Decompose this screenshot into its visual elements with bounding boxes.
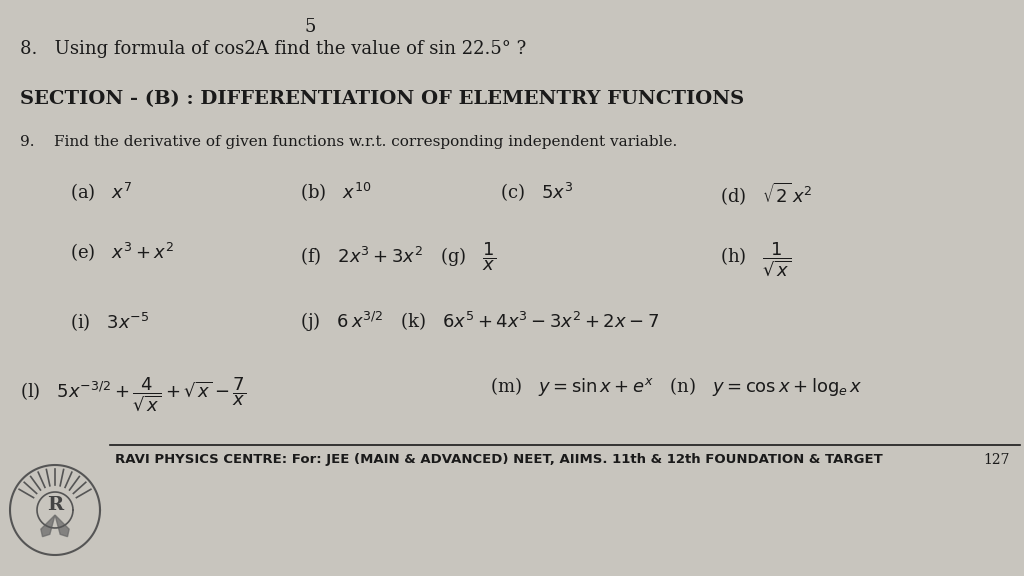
Text: (l)   $5x^{-3/2}+\dfrac{4}{\sqrt{x}}+\sqrt{x}-\dfrac{7}{x}$: (l) $5x^{-3/2}+\dfrac{4}{\sqrt{x}}+\sqrt… <box>20 375 246 413</box>
Text: SECTION - (B) : DIFFERENTIATION OF ELEMENTRY FUNCTIONS: SECTION - (B) : DIFFERENTIATION OF ELEME… <box>20 90 744 108</box>
Text: (i)   $3x^{-5}$: (i) $3x^{-5}$ <box>70 310 150 333</box>
Text: (b)   $x^{10}$: (b) $x^{10}$ <box>300 180 372 203</box>
Text: (f)   $2x^3+3x^2$   (g)   $\dfrac{1}{x}$: (f) $2x^3+3x^2$ (g) $\dfrac{1}{x}$ <box>300 240 497 272</box>
Text: (j)   $6\,x^{3/2}$   (k)   $6x^5+4x^3-3x^2+2x-7$: (j) $6\,x^{3/2}$ (k) $6x^5+4x^3-3x^2+2x-… <box>300 310 659 334</box>
Text: (e)   $x^3+x^2$: (e) $x^3+x^2$ <box>70 240 174 263</box>
Text: 5: 5 <box>304 18 315 36</box>
Text: RAVI PHYSICS CENTRE: For: JEE (MAIN & ADVANCED) NEET, AIIMS. 11th & 12th FOUNDAT: RAVI PHYSICS CENTRE: For: JEE (MAIN & AD… <box>115 453 883 466</box>
Polygon shape <box>41 515 55 537</box>
Text: (a)   $x^7$: (a) $x^7$ <box>70 180 132 203</box>
Text: 8.   Using formula of cos2A find the value of sin 22.5° ?: 8. Using formula of cos2A find the value… <box>20 40 526 58</box>
Text: (c)   $5x^3$: (c) $5x^3$ <box>500 180 573 203</box>
Polygon shape <box>55 515 70 537</box>
Text: 127: 127 <box>983 453 1010 467</box>
Text: R: R <box>47 496 63 514</box>
Text: (m)   $y=\sin x+e^x$   (n)   $y=\cos x+\log_e x$: (m) $y=\sin x+e^x$ (n) $y=\cos x+\log_e … <box>490 375 862 398</box>
Text: 9.    Find the derivative of given functions w.r.t. corresponding independent va: 9. Find the derivative of given function… <box>20 135 677 149</box>
Text: (h)   $\dfrac{1}{\sqrt{x}}$: (h) $\dfrac{1}{\sqrt{x}}$ <box>720 240 792 278</box>
Text: (d)   $\sqrt{2}\,x^2$: (d) $\sqrt{2}\,x^2$ <box>720 180 812 207</box>
